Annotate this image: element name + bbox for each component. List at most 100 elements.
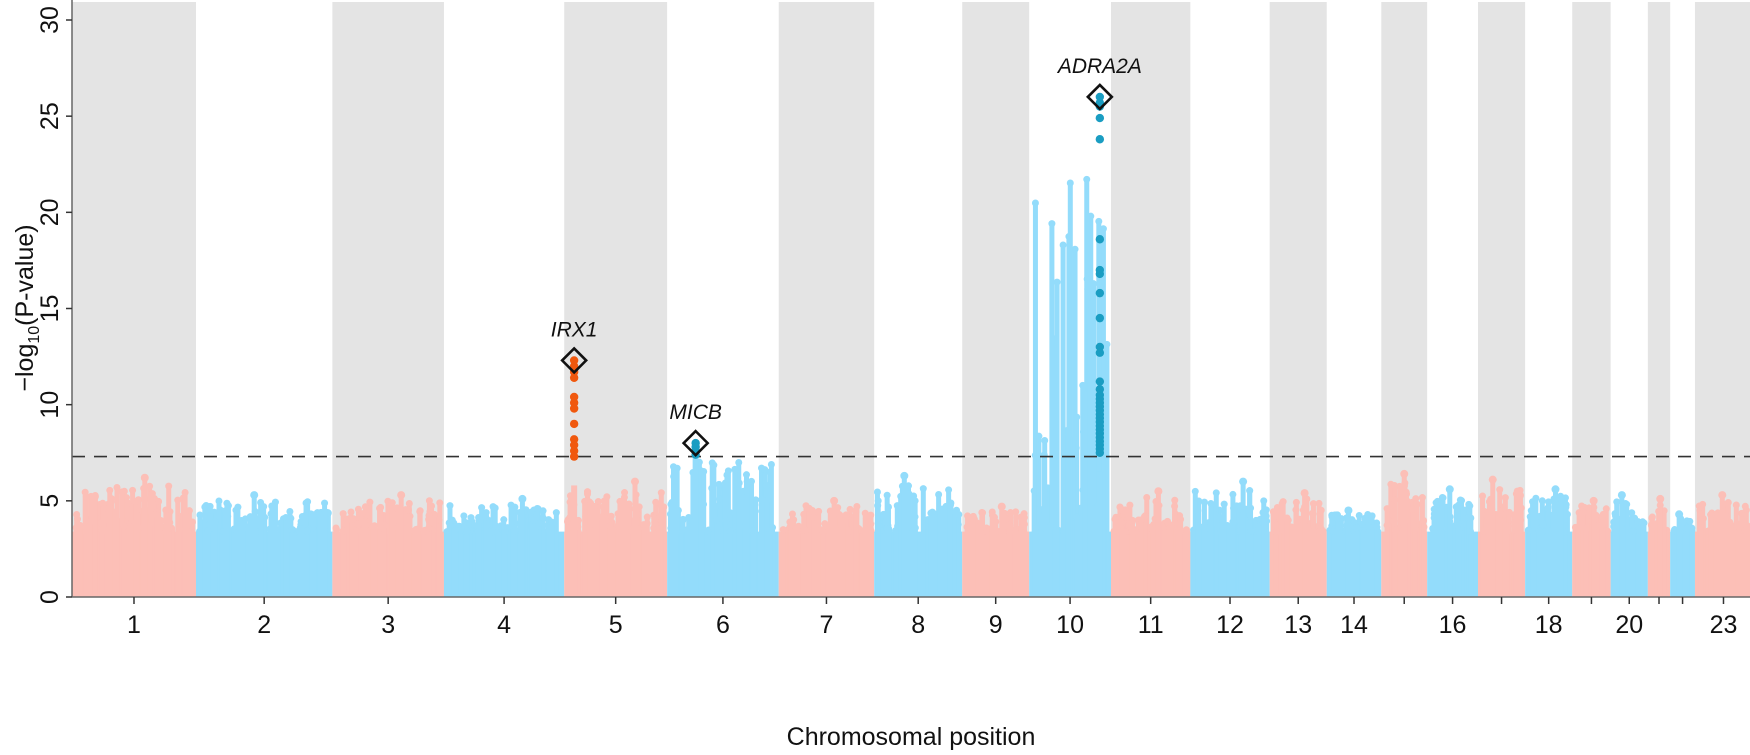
snp-column [820, 531, 826, 595]
snp-column [565, 521, 571, 595]
snp-point [1137, 516, 1145, 524]
snp-point [347, 508, 355, 516]
snp-peak-column [1552, 489, 1558, 597]
snp-point [223, 499, 231, 507]
snp-point [1535, 527, 1543, 535]
chromosome-points-2 [195, 491, 333, 597]
snp-column [1184, 531, 1190, 595]
snp-point [1317, 506, 1325, 514]
snp-point [1480, 527, 1488, 535]
snp-point [552, 509, 560, 517]
snp-column [457, 530, 463, 595]
snp-point [1454, 501, 1462, 509]
snp-point [1544, 504, 1552, 512]
snp-point [743, 478, 751, 486]
snp-column [701, 504, 707, 595]
snp-peak-column [251, 495, 257, 597]
snp-column [898, 496, 904, 595]
snp-column [1580, 511, 1586, 595]
snp-column [1417, 529, 1423, 595]
chromosome-points-5 [564, 477, 668, 597]
chromosome-points-3 [332, 491, 444, 597]
snp-point [969, 512, 977, 520]
snp-point [129, 486, 137, 494]
snp-column [736, 483, 742, 595]
x-tick-label: 1 [127, 611, 141, 639]
snp-column [1074, 517, 1080, 595]
snp-column [1583, 528, 1589, 595]
snp-point [1438, 500, 1446, 508]
snp-point [530, 516, 538, 524]
snp-point [132, 498, 140, 506]
chromosome-points-4 [443, 494, 565, 597]
snp-point [1200, 498, 1208, 506]
y-tick-label: 0 [36, 590, 64, 604]
x-tick-label: 9 [989, 611, 1003, 639]
snp-column [952, 512, 958, 595]
locus-snp-point [569, 446, 579, 456]
snp-column [843, 514, 849, 595]
snp-column [269, 505, 275, 595]
snp-column [176, 529, 182, 595]
snp-point [1041, 436, 1049, 444]
snp-peak-column [1447, 489, 1453, 597]
snp-point [1467, 528, 1475, 536]
snp-point [257, 512, 265, 520]
snp-column [1664, 530, 1670, 595]
locus-base-column [692, 456, 699, 597]
snp-point [1732, 501, 1740, 509]
snp-peak-point [140, 473, 149, 482]
snp-peak-point [830, 496, 839, 505]
snp-column [1060, 244, 1066, 595]
snp-column [1218, 531, 1224, 595]
snp-point [82, 493, 90, 501]
snp-column [673, 531, 679, 595]
snp-point [1411, 524, 1419, 532]
snp-point [1634, 518, 1642, 526]
snp-column [1698, 513, 1704, 595]
snp-peak-column [1302, 493, 1308, 597]
chromosome-points-22 [1670, 510, 1696, 597]
snp-column [1278, 511, 1284, 595]
snp-column [1661, 510, 1667, 595]
locus-snp-point [1095, 348, 1105, 357]
locus-base-column [1096, 471, 1103, 597]
chromosome-band-9 [962, 2, 1030, 597]
snp-point [1283, 514, 1291, 522]
snp-column [187, 531, 193, 595]
snp-peak-point [1589, 496, 1598, 505]
snp-column [1395, 528, 1401, 595]
snp-point [91, 491, 99, 499]
snp-point [1697, 510, 1705, 518]
snp-peak-column [398, 495, 404, 597]
x-tick-label: 23 [1710, 611, 1738, 639]
x-tick-label: 2 [257, 611, 271, 639]
snp-peak-point [518, 494, 527, 503]
snp-point [1409, 505, 1417, 513]
snp-point [1741, 526, 1749, 534]
snp-point [1391, 526, 1399, 534]
snp-column [1080, 385, 1086, 595]
snp-column [727, 531, 733, 595]
snp-column [298, 528, 304, 595]
snp-column [1050, 425, 1056, 595]
snp-column [587, 530, 593, 595]
snp-point [211, 518, 219, 526]
snp-point [86, 518, 94, 526]
snp-point [670, 463, 678, 471]
snp-column [714, 519, 720, 595]
snp-point [1539, 521, 1547, 529]
snp-column [221, 531, 227, 595]
snp-column [1248, 531, 1254, 595]
snp-column [247, 516, 253, 595]
snp-column [723, 520, 729, 595]
snp-column [224, 503, 230, 595]
snp-point [867, 511, 875, 519]
snp-point [1418, 494, 1426, 502]
snp-column [1468, 531, 1474, 595]
snp-column [644, 517, 650, 595]
snp-column [989, 515, 995, 595]
snp-point [446, 502, 454, 510]
snp-column [121, 526, 127, 595]
snp-point [1430, 505, 1438, 513]
